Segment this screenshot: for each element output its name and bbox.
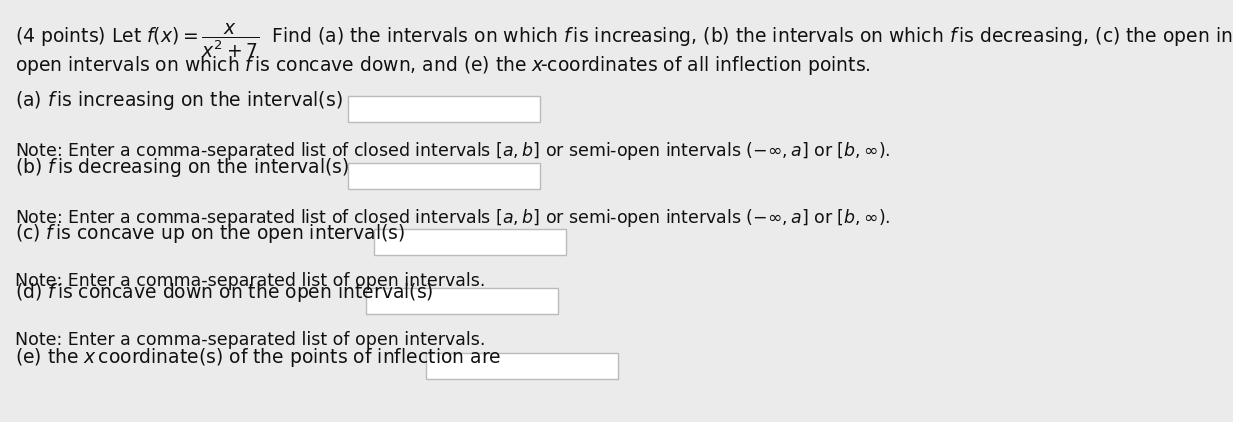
Text: Note: Enter a comma-separated list of open intervals.: Note: Enter a comma-separated list of op…	[15, 272, 486, 290]
Text: (e) the $x\!$ coordinate(s) of the points of inflection are: (e) the $x\!$ coordinate(s) of the point…	[15, 346, 502, 369]
Bar	[348, 96, 540, 122]
Bar	[374, 229, 566, 255]
Bar	[425, 353, 618, 379]
Text: (d) $f\!$ is concave down on the open interval(s): (d) $f\!$ is concave down on the open in…	[15, 281, 434, 304]
Text: (a) $f\!$ is increasing on the interval(s): (a) $f\!$ is increasing on the interval(…	[15, 89, 343, 112]
Text: (c) $f\!$ is concave up on the open interval(s): (c) $f\!$ is concave up on the open inte…	[15, 222, 406, 245]
Text: Note: Enter a comma-separated list of closed intervals $[a, b]$ or semi-open int: Note: Enter a comma-separated list of cl…	[15, 207, 890, 229]
Text: Note: Enter a comma-separated list of closed intervals $[a, b]$ or semi-open int: Note: Enter a comma-separated list of cl…	[15, 140, 890, 162]
Text: (b) $f\!$ is decreasing on the interval(s): (b) $f\!$ is decreasing on the interval(…	[15, 156, 349, 179]
Bar	[348, 163, 540, 189]
Text: open intervals on which $f\!$ is concave down, and (e) the $x\!$-coordinates of : open intervals on which $f\!$ is concave…	[15, 54, 870, 77]
Bar	[366, 288, 559, 314]
Text: (4 points) Let $f(x) = \dfrac{x}{x^2+7}$  Find (a) the intervals on which $f\!$ : (4 points) Let $f(x) = \dfrac{x}{x^2+7}$…	[15, 22, 1233, 60]
Text: Note: Enter a comma-separated list of open intervals.: Note: Enter a comma-separated list of op…	[15, 331, 486, 349]
